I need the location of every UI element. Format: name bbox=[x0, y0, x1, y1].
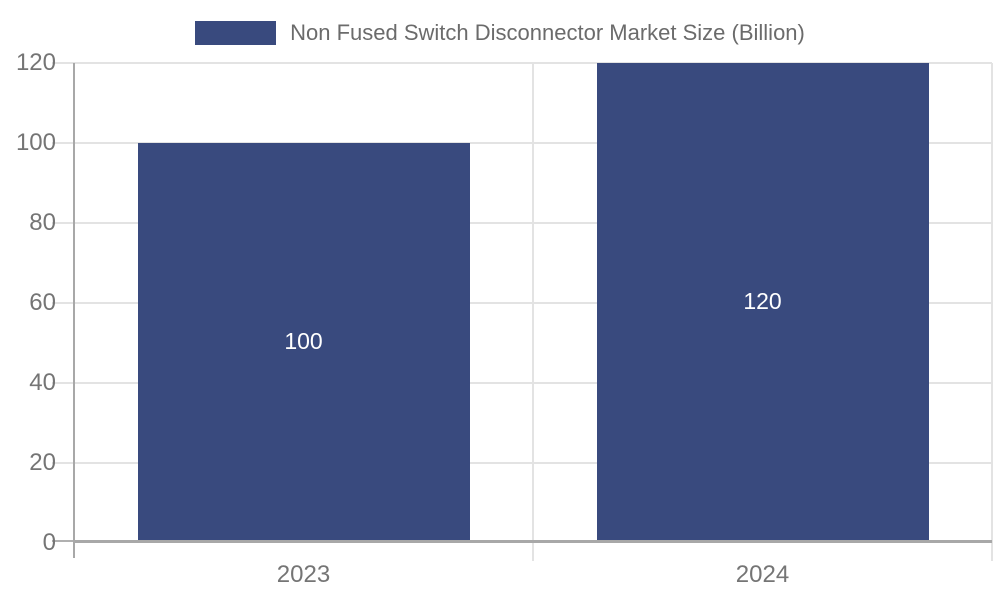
gridline-x-0 bbox=[532, 63, 534, 561]
x-axis-line bbox=[74, 540, 992, 543]
x-axis-tick-label: 2023 bbox=[276, 561, 331, 588]
gridline-y-60 bbox=[52, 302, 992, 304]
y-axis-tick-label: 20 bbox=[29, 449, 56, 476]
bar-2024: 120 bbox=[596, 63, 929, 540]
legend: Non Fused Switch Disconnector Market Siz… bbox=[0, 18, 1000, 48]
gridline-y-20 bbox=[52, 462, 992, 464]
bar-value-label: 100 bbox=[284, 328, 323, 354]
x-axis-tick-label: 2024 bbox=[735, 561, 790, 588]
bar-value-label: 120 bbox=[743, 288, 782, 314]
y-axis-tick-label: 80 bbox=[29, 209, 56, 236]
gridline-y-80 bbox=[52, 222, 992, 224]
y-axis-tick-label: 40 bbox=[29, 369, 56, 396]
y-axis-tick-label: 0 bbox=[42, 529, 56, 556]
gridline-y-40 bbox=[52, 382, 992, 384]
gridline-x-1 bbox=[991, 63, 993, 561]
legend-label: Non Fused Switch Disconnector Market Siz… bbox=[290, 20, 805, 45]
y-axis-line bbox=[73, 63, 75, 558]
y-axis-tick-label: 120 bbox=[15, 49, 56, 76]
gridline-y-100 bbox=[52, 142, 992, 144]
gridline-y-120 bbox=[52, 62, 992, 64]
tick-y-0 bbox=[52, 540, 74, 542]
bar-2023: 100 bbox=[137, 143, 470, 540]
y-axis-tick-label: 100 bbox=[15, 129, 56, 156]
y-axis-tick-label: 60 bbox=[29, 289, 56, 316]
legend-swatch bbox=[195, 21, 277, 45]
